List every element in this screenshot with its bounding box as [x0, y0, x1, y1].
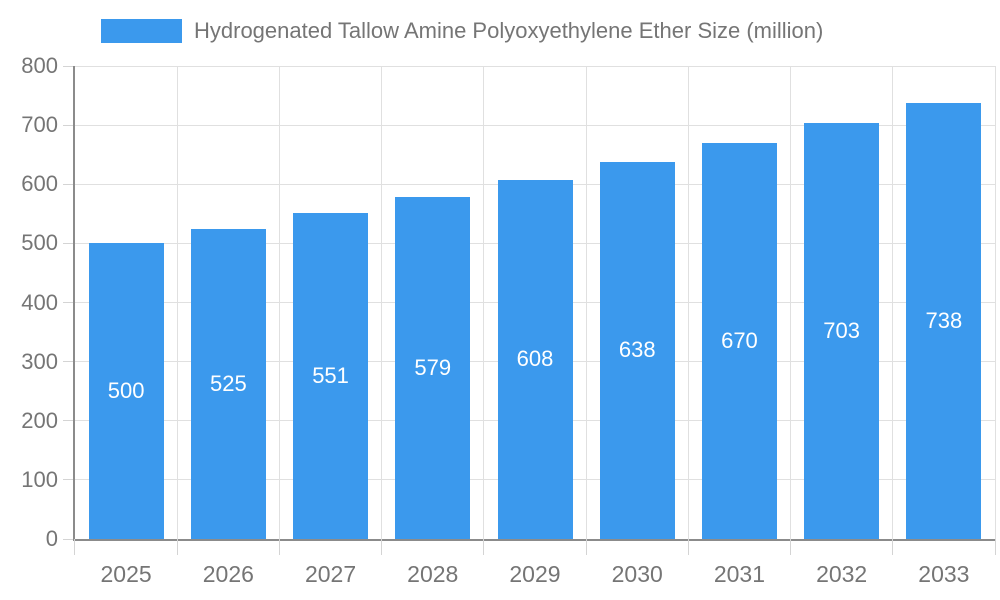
bar-value-label: 738: [925, 307, 963, 333]
bar-value-label: 500: [107, 378, 145, 404]
y-axis-label: 100: [21, 466, 58, 492]
x-axis-tick: [483, 539, 485, 555]
y-axis-label: 200: [21, 407, 58, 433]
y-axis-tick: [63, 479, 73, 481]
gridline-vertical: [176, 66, 178, 539]
y-axis-label: 700: [21, 112, 58, 138]
bar[interactable]: 579: [395, 196, 471, 539]
bar[interactable]: 608: [497, 179, 573, 539]
bar-value-label: 670: [721, 327, 758, 353]
gridline-horizontal: [75, 124, 995, 126]
y-axis-tick: [63, 65, 73, 67]
gridline-vertical: [483, 66, 485, 539]
y-axis-label: 300: [21, 348, 58, 374]
bar-value-label: 525: [209, 370, 247, 396]
gridline-vertical: [994, 66, 996, 539]
x-axis-label: 2025: [100, 561, 152, 587]
y-axis-tick: [63, 538, 73, 540]
gridline-vertical: [278, 66, 280, 539]
x-axis-label: 2030: [611, 561, 663, 587]
y-axis-tick: [63, 420, 73, 422]
bar[interactable]: 670: [701, 142, 777, 539]
bar[interactable]: 500: [88, 243, 164, 539]
y-axis-label: 600: [21, 171, 58, 197]
gridline-vertical: [585, 66, 587, 539]
x-axis-label: 2031: [713, 561, 766, 587]
y-axis-label: 800: [21, 53, 58, 78]
x-axis-tick: [381, 539, 383, 555]
x-axis-tick: [687, 539, 689, 555]
bar-value-label: 551: [312, 363, 349, 389]
x-axis-label: 2033: [918, 561, 970, 587]
x-axis-tick: [74, 539, 75, 555]
gridline-vertical: [790, 66, 792, 539]
bar-value-label: 638: [618, 337, 656, 363]
x-axis-tick: [278, 539, 280, 555]
y-axis-tick: [63, 242, 73, 244]
x-axis-label: 2029: [509, 561, 561, 587]
x-axis-tick: [892, 539, 894, 555]
bar[interactable]: 638: [599, 161, 675, 539]
legend-label: Hydrogenated Tallow Amine Polyoxyethylen…: [194, 18, 824, 43]
x-axis-tick: [176, 539, 178, 555]
bar-value-label: 608: [516, 346, 554, 372]
legend-swatch: [101, 19, 182, 43]
y-axis-label: 500: [21, 230, 58, 256]
gridline-vertical: [381, 66, 383, 539]
bar[interactable]: 551: [293, 213, 369, 539]
bar-value-label: 579: [414, 354, 452, 380]
bar[interactable]: 525: [190, 228, 266, 539]
bar-value-label: 703: [823, 318, 861, 344]
gridline-vertical: [687, 66, 689, 539]
y-axis-tick: [63, 124, 73, 126]
x-axis-label: 2027: [304, 561, 357, 587]
y-axis-label: 400: [21, 289, 58, 315]
x-axis-tick: [994, 539, 996, 555]
x-axis-tick: [790, 539, 792, 555]
x-axis-label: 2028: [407, 561, 459, 587]
y-axis-tick: [63, 302, 73, 303]
x-axis-label: 2026: [202, 561, 254, 587]
gridline-horizontal: [75, 65, 995, 67]
y-axis-label: 0: [45, 526, 58, 551]
plot-area: 0 100 200 300 400 500 600 700 800 500 2025 525 2026 5…: [21, 53, 996, 587]
legend-item[interactable]: Hydrogenated Tallow Amine Polyoxyethylen…: [101, 19, 823, 43]
bar[interactable]: 703: [804, 123, 880, 539]
bar[interactable]: 738: [906, 102, 982, 539]
y-axis-tick: [63, 183, 73, 185]
x-axis-tick: [585, 539, 587, 555]
y-axis-tick: [63, 361, 73, 363]
gridline-vertical: [892, 66, 894, 539]
x-axis-label: 2032: [816, 561, 868, 587]
